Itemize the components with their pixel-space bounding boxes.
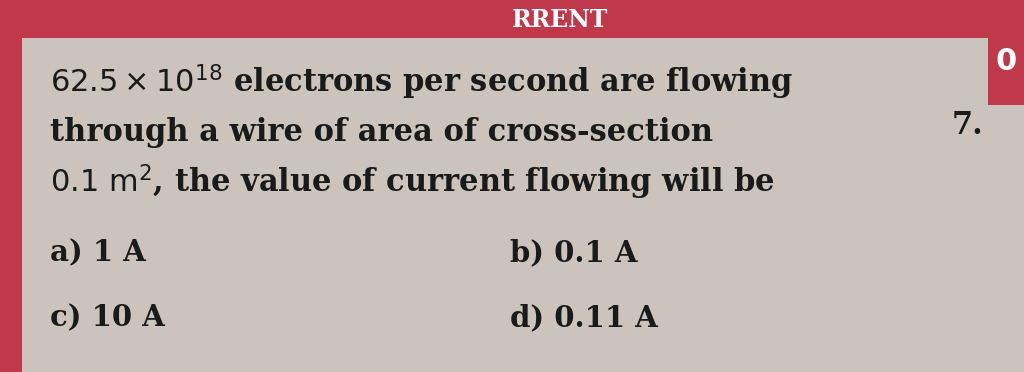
Text: through a wire of area of cross-section: through a wire of area of cross-section	[50, 116, 713, 148]
Bar	[0, 0, 1024, 38]
Text: $0.1\ \mathrm{m}^2$, the value of current flowing will be: $0.1\ \mathrm{m}^2$, the value of curren…	[50, 162, 775, 202]
Text: d) 0.11 A: d) 0.11 A	[510, 304, 657, 333]
Text: 0: 0	[995, 48, 1017, 77]
Bar	[988, 0, 1024, 105]
Bar	[0, 38, 22, 372]
Text: a) 1 A: a) 1 A	[50, 238, 145, 267]
Text: $62.5 \times 10^{18}$ electrons per second are flowing: $62.5 \times 10^{18}$ electrons per seco…	[50, 62, 794, 102]
Text: b) 0.1 A: b) 0.1 A	[510, 238, 638, 267]
Text: RRENT: RRENT	[512, 8, 608, 32]
Text: 7.: 7.	[952, 109, 984, 141]
Text: c) 10 A: c) 10 A	[50, 304, 165, 333]
